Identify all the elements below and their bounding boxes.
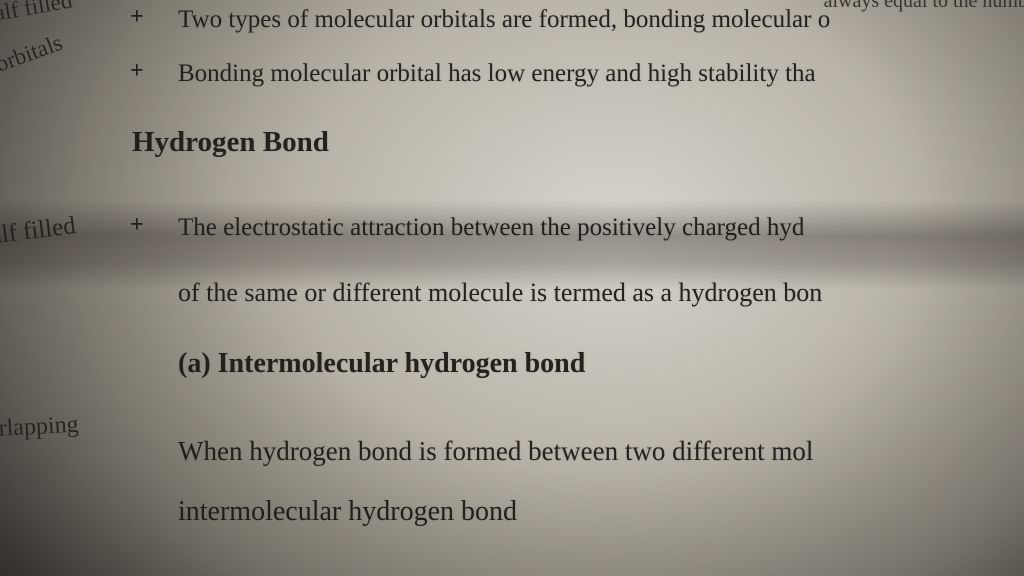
bullet-plus-icon: +	[130, 212, 144, 239]
body-line-3b: of the same or different molecule is ter…	[178, 278, 822, 308]
heading-intermolecular: (a) Intermolecular hydrogen bond	[178, 348, 585, 380]
bullet-plus-icon: +	[130, 58, 144, 85]
body-line-4a: When hydrogen bond is formed between two…	[178, 436, 813, 467]
book-page: alf filled p-orbitals half filled erlapp…	[0, 0, 1024, 576]
margin-note-p-orbitals: p-orbitals	[0, 30, 66, 85]
heading-hydrogen-bond: Hydrogen Bond	[132, 126, 329, 159]
body-line-2: Bonding molecular orbital has low energy…	[178, 60, 816, 88]
margin-note-half-filled: half filled	[0, 212, 77, 252]
body-line-4b: intermolecular hydrogen bond	[178, 496, 517, 528]
body-fragment-top-right: always equal to the numb	[824, 0, 1024, 13]
bullet-plus-icon: +	[130, 4, 144, 31]
margin-note-filled: alf filled	[0, 0, 74, 27]
margin-note-erlapping: erlapping	[0, 412, 79, 444]
body-line-1: Two types of molecular orbitals are form…	[178, 6, 830, 34]
body-line-3a: The electrostatic attraction between the…	[178, 214, 804, 242]
